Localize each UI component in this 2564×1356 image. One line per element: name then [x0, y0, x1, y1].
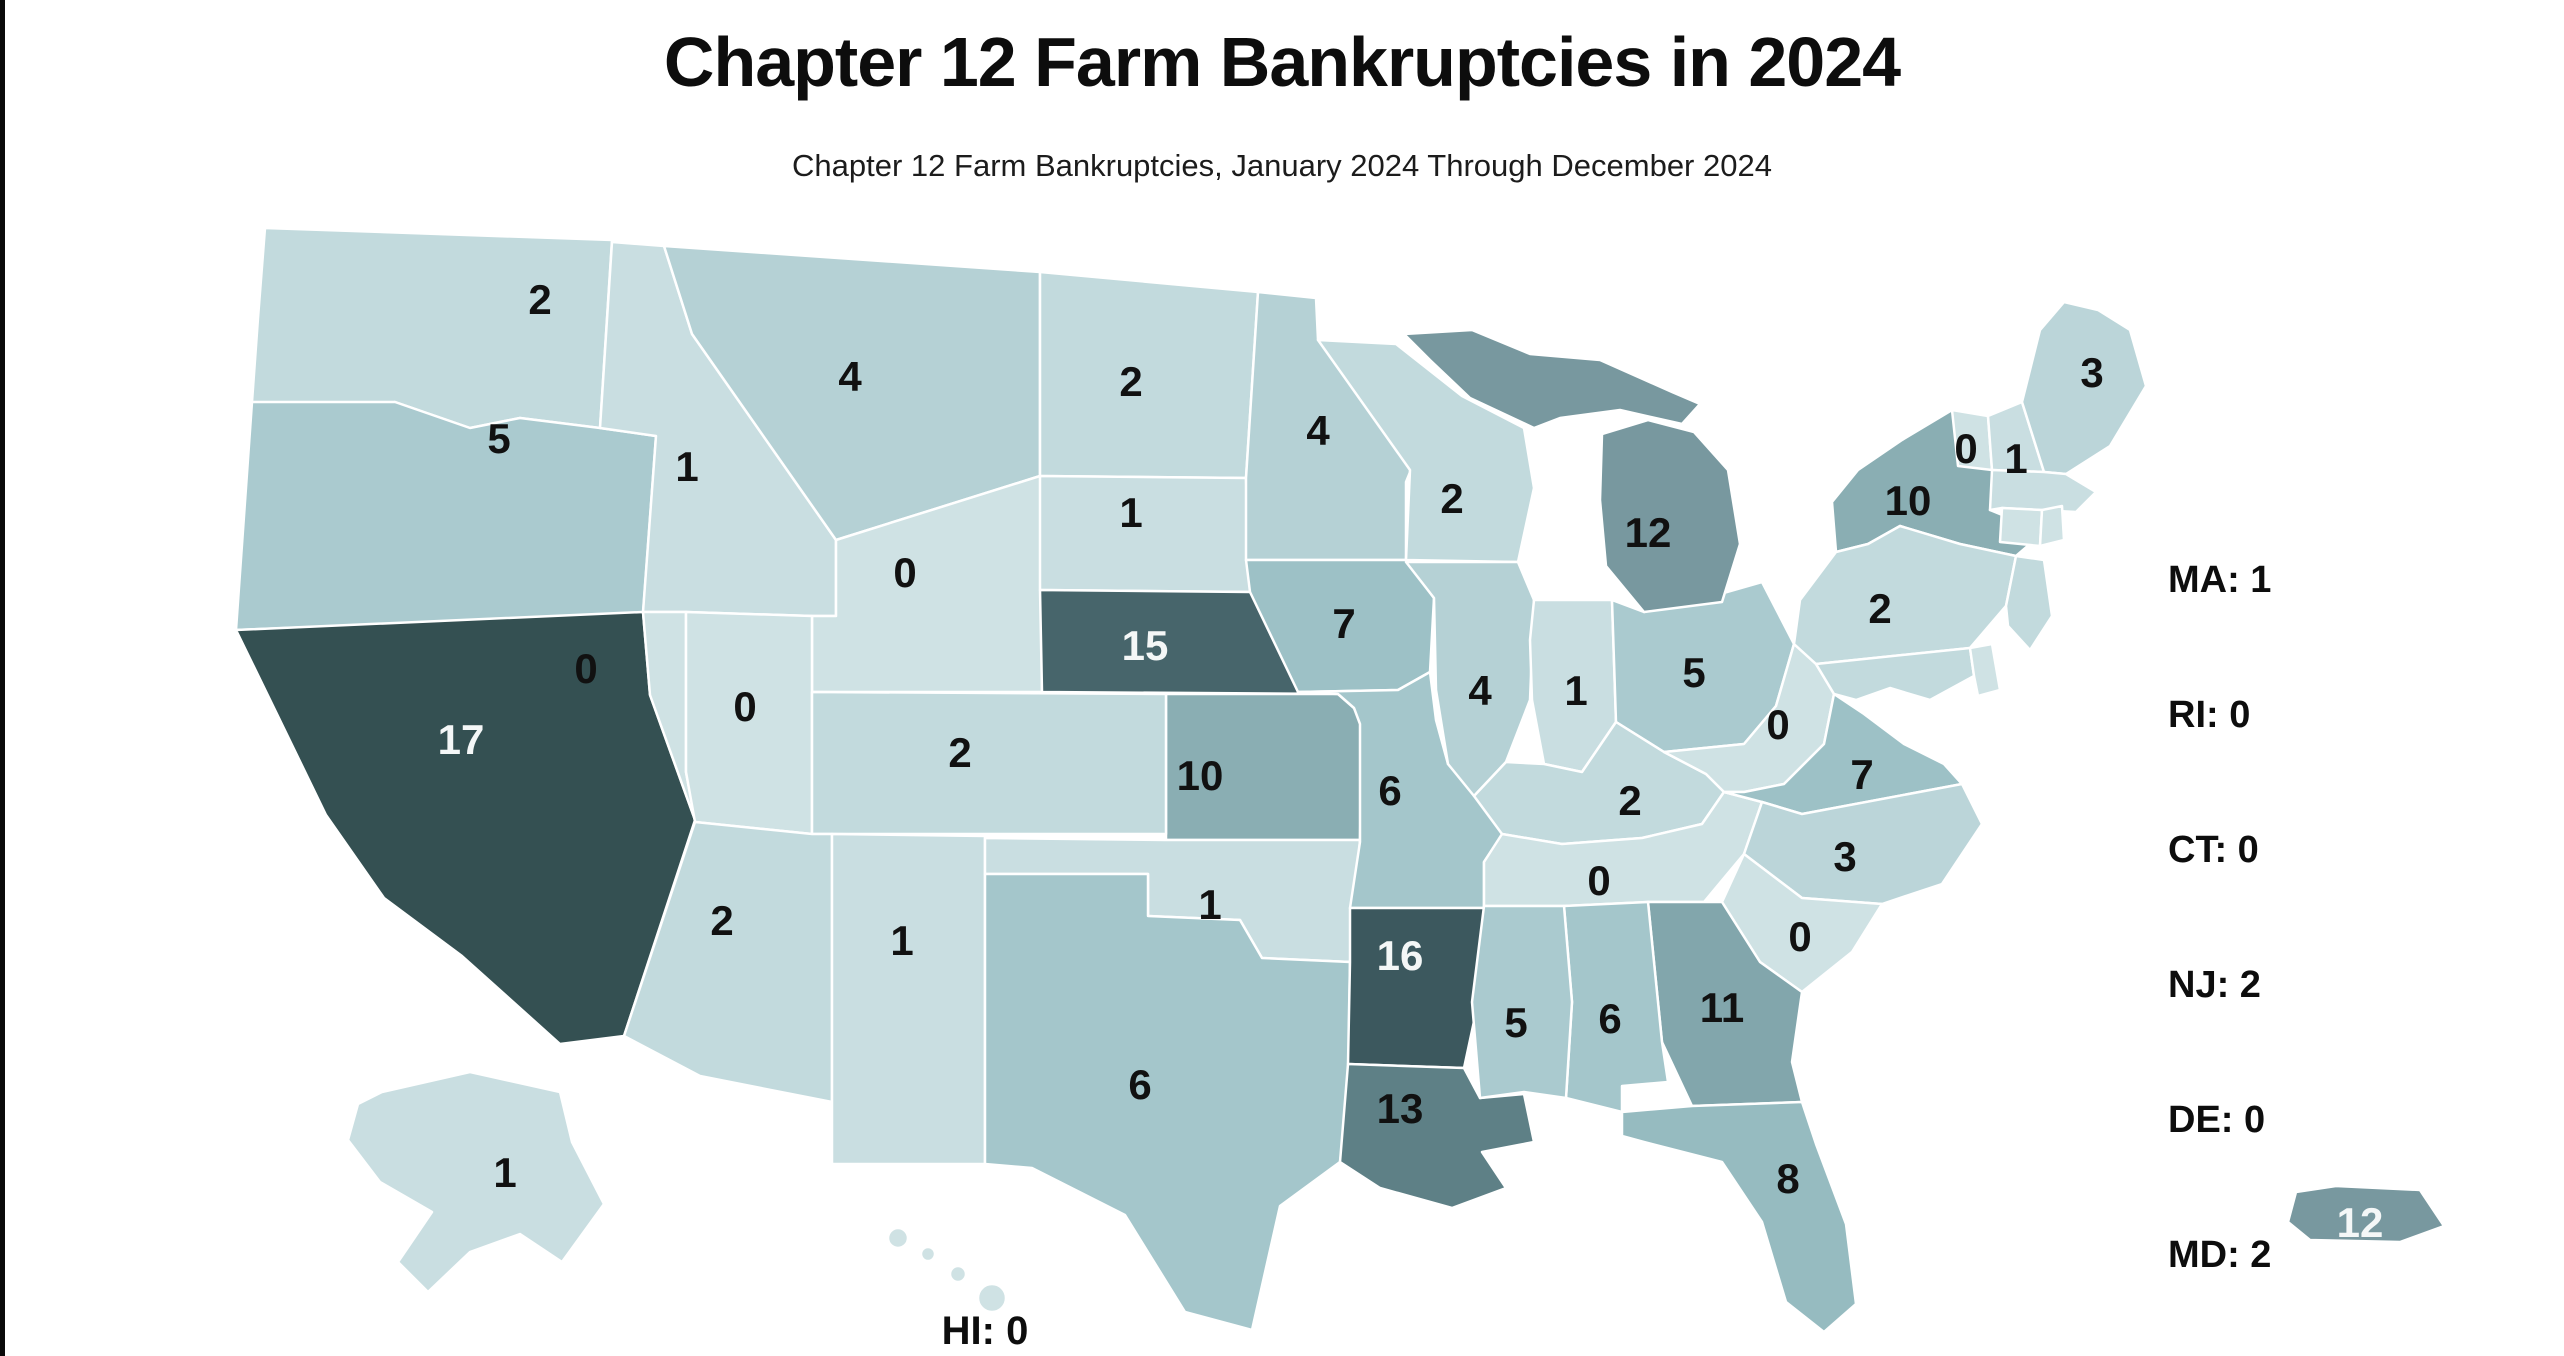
callout-item-ma: MA: 1 — [2168, 559, 2272, 601]
callout-item-md: MD: 2 — [2168, 1234, 2272, 1276]
state-value-nd: 2 — [1119, 358, 1142, 405]
state-ca — [234, 610, 697, 1046]
state-or — [234, 400, 658, 632]
state-value-mo: 6 — [1378, 767, 1401, 814]
state-nj — [2004, 554, 2054, 652]
state-ct — [1998, 506, 2044, 548]
state-value-ak: 1 — [493, 1149, 516, 1196]
callout-item-nj: NJ: 2 — [2168, 964, 2261, 1006]
state-value-ms: 5 — [1504, 999, 1527, 1046]
state-mi — [1402, 328, 1702, 430]
state-value-la: 13 — [1377, 1085, 1424, 1132]
state-value-az: 2 — [710, 897, 733, 944]
state-value-ks: 10 — [1177, 752, 1224, 799]
screenshot-left-border — [0, 0, 5, 1356]
page-title: Chapter 12 Farm Bankruptcies in 2024 — [663, 23, 1901, 101]
state-value-wa: 2 — [528, 276, 551, 323]
state-ma — [1988, 468, 2098, 514]
state-value-fl: 8 — [1776, 1155, 1799, 1202]
state-value-sc: 0 — [1788, 913, 1811, 960]
state-ri — [2038, 504, 2066, 548]
state-value-nv: 0 — [574, 645, 597, 692]
state-la — [1338, 1062, 1536, 1210]
state-value-wy: 0 — [893, 549, 916, 596]
state-value-mt: 4 — [838, 353, 862, 400]
state-value-co: 2 — [948, 729, 971, 776]
state-value-ok: 1 — [1198, 881, 1221, 928]
state-hi — [976, 1282, 1008, 1314]
state-value-sd: 1 — [1119, 489, 1142, 536]
state-value-ut: 0 — [733, 683, 756, 730]
state-value-vt: 0 — [1954, 425, 1977, 472]
state-value-ny: 10 — [1885, 477, 1932, 524]
state-pr — [2286, 1184, 2446, 1244]
state-value-mn: 4 — [1306, 407, 1330, 454]
state-value-nm: 1 — [890, 917, 913, 964]
state-value-pr: 12 — [2337, 1199, 2384, 1246]
callout-list: MA: 1 RI: 0 CT: 0 NJ: 2 DE: 0 MD: 2 — [2168, 468, 2271, 1323]
state-value-ga: 11 — [1700, 984, 1744, 1031]
state-value-pa: 2 — [1868, 585, 1891, 632]
state-value-oh: 5 — [1682, 649, 1705, 696]
state-value-ia: 7 — [1332, 600, 1355, 647]
state-value-nc: 3 — [1833, 833, 1856, 880]
state-value-wi: 2 — [1440, 475, 1463, 522]
state-value-wv: 0 — [1766, 701, 1789, 748]
page-subtitle: Chapter 12 Farm Bankruptcies, January 20… — [792, 148, 1772, 183]
state-sd — [1038, 474, 1252, 594]
state-mi — [1598, 418, 1742, 614]
state-value-va: 7 — [1850, 751, 1873, 798]
state-ak — [346, 1070, 606, 1294]
callout-item-ri: RI: 0 — [2168, 694, 2251, 736]
state-nm — [830, 832, 987, 1166]
state-hi — [919, 1245, 937, 1263]
state-value-il: 4 — [1468, 667, 1492, 714]
state-ms — [1470, 904, 1574, 1100]
state-co — [810, 690, 1168, 836]
state-hi — [886, 1226, 910, 1250]
state-value-tn: 0 — [1587, 857, 1610, 904]
state-value-ne: 15 — [1122, 622, 1169, 669]
state-value-mi: 12 — [1625, 509, 1672, 556]
state-value-or: 5 — [487, 415, 510, 462]
state-value-me: 3 — [2080, 349, 2103, 396]
state-value-id: 1 — [675, 443, 698, 490]
state-de — [1968, 642, 2002, 698]
state-nd — [1038, 270, 1260, 480]
callout-item-de: DE: 0 — [2168, 1099, 2266, 1141]
state-shapes-layer — [234, 226, 2446, 1334]
state-fl — [1620, 1100, 1858, 1334]
callout-item-ct: CT: 0 — [2168, 829, 2259, 871]
state-ga — [1646, 900, 1804, 1108]
state-value-nh: 1 — [2004, 435, 2027, 482]
state-value-ar: 16 — [1377, 932, 1424, 979]
hawaii-value-label: HI: 0 — [942, 1309, 1029, 1353]
state-hi — [948, 1264, 968, 1284]
state-wa — [250, 226, 614, 430]
state-wi — [1316, 338, 1536, 564]
state-value-ky: 2 — [1618, 777, 1641, 824]
state-value-ca: 17 — [438, 716, 485, 763]
state-value-al: 6 — [1598, 995, 1621, 1042]
state-value-in: 1 — [1564, 667, 1587, 714]
state-value-tx: 6 — [1128, 1061, 1151, 1108]
